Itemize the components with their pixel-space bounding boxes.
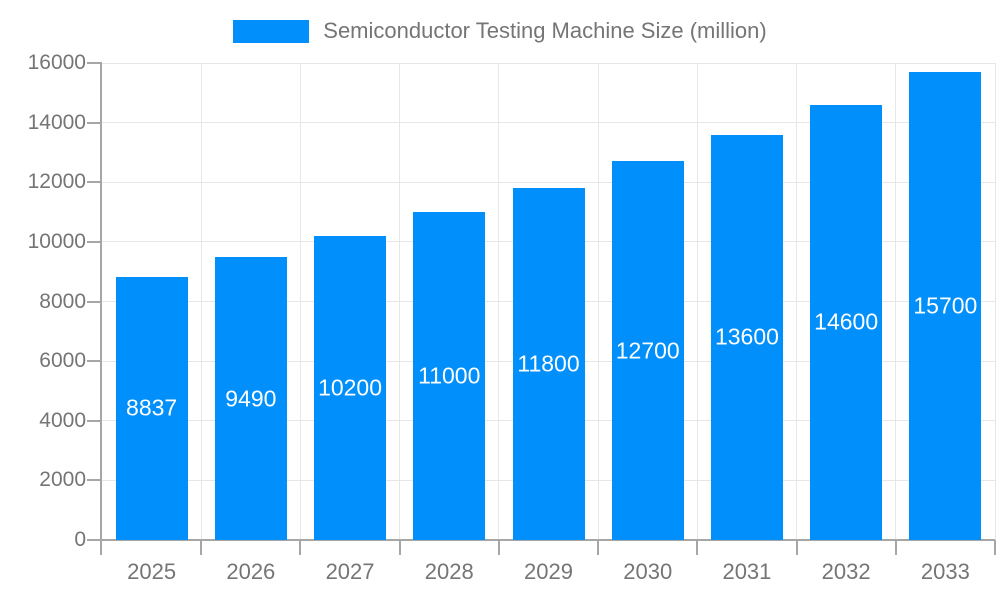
bar-value-label: 9490 <box>225 385 277 412</box>
bar-value-label: 10200 <box>318 374 383 401</box>
x-axis-label: 2030 <box>623 559 673 584</box>
y-axis-label: 6000 <box>39 349 86 373</box>
legend-swatch <box>233 19 310 43</box>
y-axis-label: 8000 <box>39 289 86 313</box>
x-axis-tick <box>597 540 600 555</box>
gridline-horizontal <box>102 122 995 124</box>
x-axis-label: 2031 <box>722 559 772 584</box>
x-axis-tick <box>795 540 798 555</box>
x-axis-label: 2027 <box>325 559 375 584</box>
gridline-vertical <box>200 63 202 540</box>
y-axis-tick <box>87 121 102 124</box>
bar-2029 <box>512 188 585 540</box>
gridline-vertical <box>994 63 996 540</box>
legend-label: Semiconductor Testing Machine Size (mill… <box>323 18 767 43</box>
y-axis-tick <box>87 181 102 184</box>
gridline-vertical <box>299 63 301 540</box>
bar-value-label: 14600 <box>814 308 879 335</box>
x-axis-tick <box>398 540 401 555</box>
y-axis-label: 4000 <box>39 408 86 432</box>
gridline-vertical <box>498 63 500 540</box>
x-axis-tick <box>299 540 302 555</box>
bar-2026 <box>214 257 287 540</box>
y-axis-tick <box>87 240 102 243</box>
x-axis-label: 2029 <box>524 559 573 584</box>
y-axis-label: 16000 <box>27 51 86 74</box>
y-axis-label: 2000 <box>39 468 86 492</box>
bar-2025 <box>115 276 188 540</box>
bar-2031 <box>710 134 783 540</box>
y-axis-label: 12000 <box>27 170 86 194</box>
chart-legend: Semiconductor Testing Machine Size (mill… <box>0 18 1000 44</box>
x-axis-label: 2028 <box>424 559 474 584</box>
bar-2027 <box>314 235 387 540</box>
x-axis-label: 2026 <box>226 559 276 584</box>
y-axis-label: 10000 <box>27 229 86 253</box>
gridline-vertical <box>597 63 599 540</box>
bar-value-label: 11000 <box>418 362 481 389</box>
bar-value-label: 13600 <box>714 323 779 350</box>
y-axis-tick <box>87 360 102 363</box>
bar-2030 <box>611 161 684 540</box>
x-axis-label: 2032 <box>821 559 871 584</box>
x-axis-tick <box>994 540 996 555</box>
bar-value-label: 12700 <box>615 337 680 364</box>
bar-value-label: 11800 <box>517 350 580 377</box>
x-axis-line <box>87 539 995 541</box>
x-axis-label: 2033 <box>920 559 970 584</box>
bar-2028 <box>413 212 486 540</box>
bar-2033 <box>909 71 982 540</box>
y-axis-tick <box>87 62 102 64</box>
gridline-vertical <box>796 63 798 540</box>
x-axis-tick <box>200 540 203 555</box>
x-axis-label: 2025 <box>127 559 177 584</box>
bar-value-label: 8837 <box>126 394 178 421</box>
gridline-vertical <box>399 63 401 540</box>
bar-2032 <box>810 104 883 540</box>
y-axis-tick <box>87 300 102 303</box>
y-axis-tick <box>87 479 102 482</box>
gridline-vertical <box>696 63 698 540</box>
legend-item[interactable]: Semiconductor Testing Machine Size (mill… <box>233 18 767 44</box>
y-axis-tick <box>87 419 102 422</box>
y-axis-label: 0 <box>74 528 86 551</box>
x-axis-tick <box>894 540 897 555</box>
x-axis-tick <box>696 540 699 555</box>
gridline-horizontal <box>102 181 995 183</box>
bar-value-label: 15700 <box>913 292 978 319</box>
y-axis-label: 14000 <box>27 110 86 134</box>
gridline-vertical <box>895 63 897 540</box>
y-axis-line <box>100 63 102 555</box>
gridline-horizontal <box>102 62 995 64</box>
x-axis-tick <box>497 540 500 555</box>
